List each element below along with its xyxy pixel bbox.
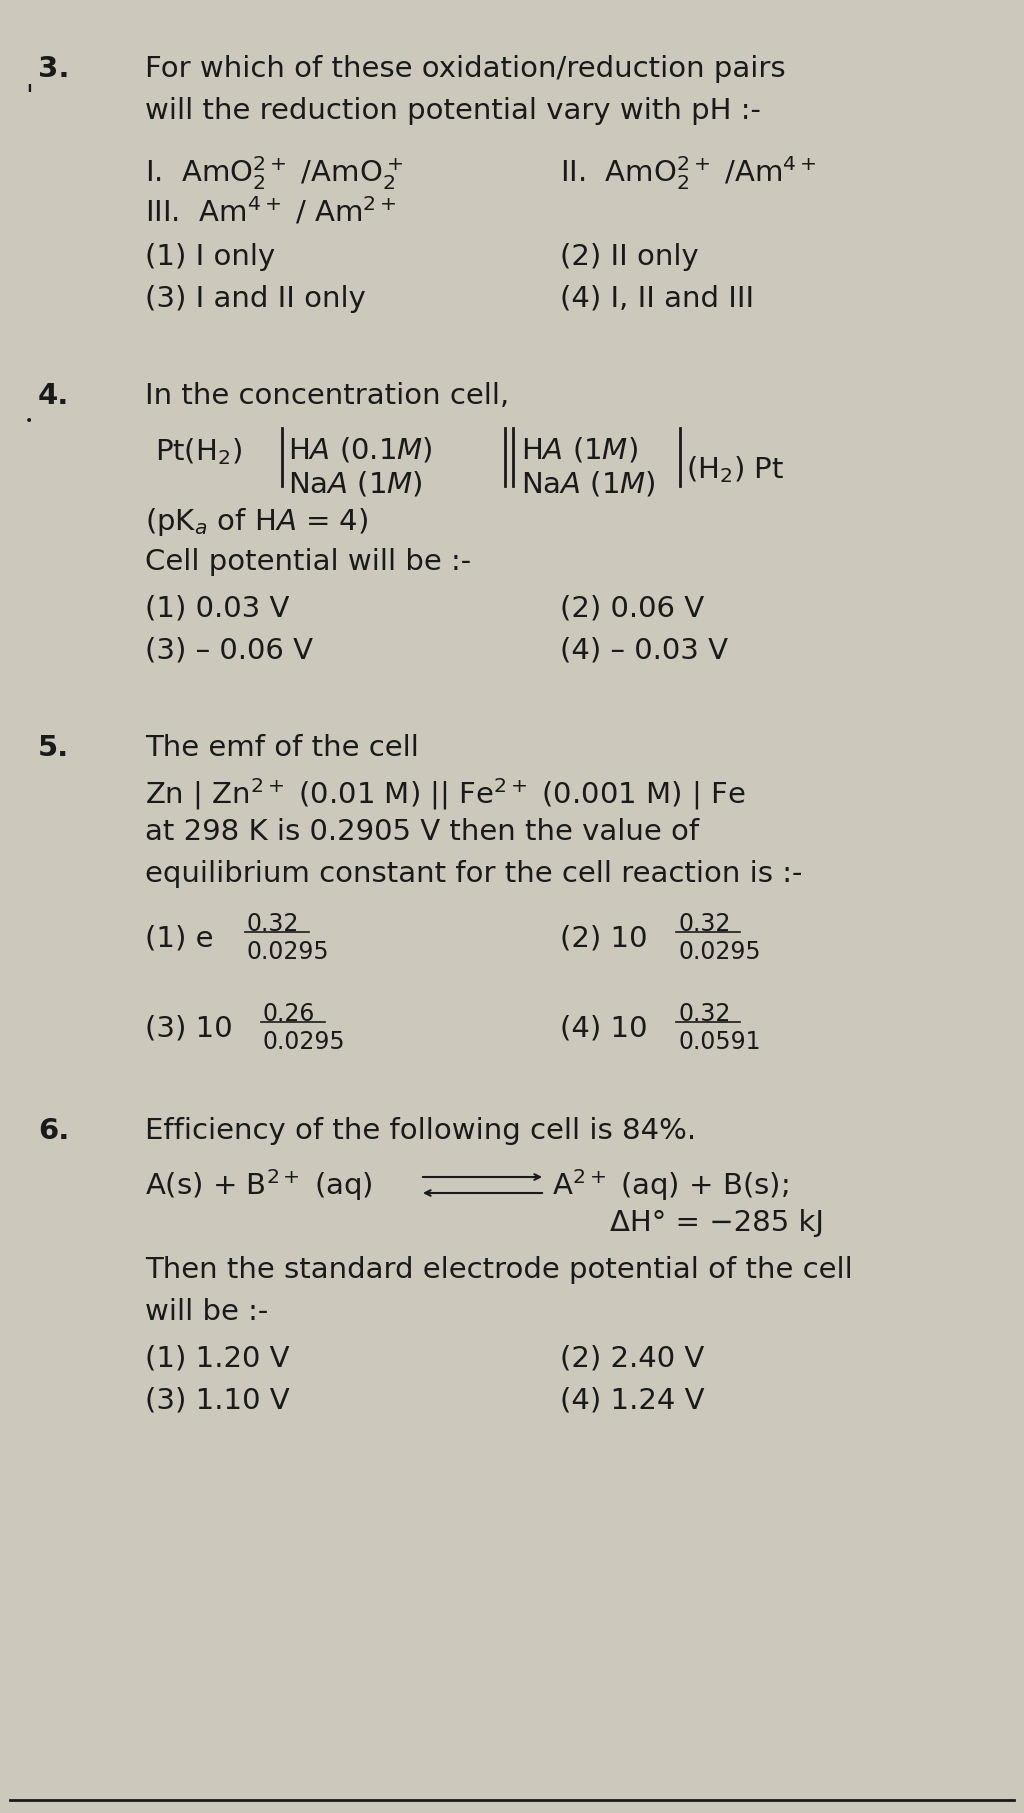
Text: (3) 1.10 V: (3) 1.10 V [145,1387,290,1414]
Text: will the reduction potential vary with pH :-: will the reduction potential vary with p… [145,98,761,125]
Text: H$A$ (1$M$): H$A$ (1$M$) [521,435,638,464]
Text: 0.0295: 0.0295 [678,939,761,965]
Text: (1) I only: (1) I only [145,243,275,270]
Text: equilibrium constant for the cell reaction is :-: equilibrium constant for the cell reacti… [145,859,803,888]
Text: For which of these oxidation/reduction pairs: For which of these oxidation/reduction p… [145,54,785,83]
Text: (4) I, II and III: (4) I, II and III [560,285,754,314]
Text: Efficiency of the following cell is 84%.: Efficiency of the following cell is 84%. [145,1117,696,1146]
Text: (H$_2$) Pt: (H$_2$) Pt [686,453,784,484]
Text: I.  AmO$_2^{2+}$ /AmO$_2^+$: I. AmO$_2^{2+}$ /AmO$_2^+$ [145,154,403,192]
Text: Pt(H$_2$): Pt(H$_2$) [155,435,243,466]
Text: The emf of the cell: The emf of the cell [145,734,419,761]
Text: 0.32: 0.32 [678,1003,730,1026]
Text: In the concentration cell,: In the concentration cell, [145,383,509,410]
Text: Then the standard electrode potential of the cell: Then the standard electrode potential of… [145,1256,853,1284]
Text: (pK$_a$ of H$A$ = 4): (pK$_a$ of H$A$ = 4) [145,506,369,538]
Text: 0.0295: 0.0295 [247,939,330,965]
Text: (2) II only: (2) II only [560,243,698,270]
Text: Zn | Zn$^{2+}$ (0.01 M) || Fe$^{2+}$ (0.001 M) | Fe: Zn | Zn$^{2+}$ (0.01 M) || Fe$^{2+}$ (0.… [145,776,745,812]
Text: (1) 1.20 V: (1) 1.20 V [145,1345,290,1372]
Text: at 298 K is 0.2905 V then the value of: at 298 K is 0.2905 V then the value of [145,818,699,847]
Text: (2) 2.40 V: (2) 2.40 V [560,1345,705,1372]
Text: A(s) + B$^{2+}$ (aq): A(s) + B$^{2+}$ (aq) [145,1168,373,1202]
Text: ΔH° = −285 kJ: ΔH° = −285 kJ [610,1209,824,1236]
Text: 0.0295: 0.0295 [263,1030,346,1053]
Text: (1) 0.03 V: (1) 0.03 V [145,595,290,624]
Text: •: • [25,413,33,428]
Text: H$A$ (0.1$M$): H$A$ (0.1$M$) [288,435,433,464]
Text: (4) 10: (4) 10 [560,1015,647,1042]
Text: Na$A$ (1$M$): Na$A$ (1$M$) [288,470,423,499]
Text: 0.0591: 0.0591 [678,1030,761,1053]
Text: II.  AmO$_2^{2+}$ /Am$^{4+}$: II. AmO$_2^{2+}$ /Am$^{4+}$ [560,154,817,192]
Text: 3.: 3. [38,54,70,83]
Text: III.  Am$^{4+}$ / Am$^{2+}$: III. Am$^{4+}$ / Am$^{2+}$ [145,196,396,228]
Text: (3) I and II only: (3) I and II only [145,285,366,314]
Text: Na$A$ (1$M$): Na$A$ (1$M$) [521,470,655,499]
Text: A$^{2+}$ (aq) + B(s);: A$^{2+}$ (aq) + B(s); [552,1168,788,1202]
Text: 0.32: 0.32 [247,912,299,936]
Text: 4.: 4. [38,383,70,410]
Text: 5.: 5. [38,734,70,761]
Text: (4) – 0.03 V: (4) – 0.03 V [560,636,728,665]
Text: 0.26: 0.26 [263,1003,315,1026]
Text: (3) 10: (3) 10 [145,1015,232,1042]
Text: (1) e: (1) e [145,925,213,954]
Text: (2) 10: (2) 10 [560,925,647,954]
Text: (2) 0.06 V: (2) 0.06 V [560,595,705,624]
Text: (4) 1.24 V: (4) 1.24 V [560,1387,705,1414]
Text: (3) – 0.06 V: (3) – 0.06 V [145,636,313,665]
Text: Cell potential will be :-: Cell potential will be :- [145,548,471,577]
Text: 6.: 6. [38,1117,70,1146]
Text: will be :-: will be :- [145,1298,268,1325]
Text: ': ' [25,83,33,111]
Text: 0.32: 0.32 [678,912,730,936]
